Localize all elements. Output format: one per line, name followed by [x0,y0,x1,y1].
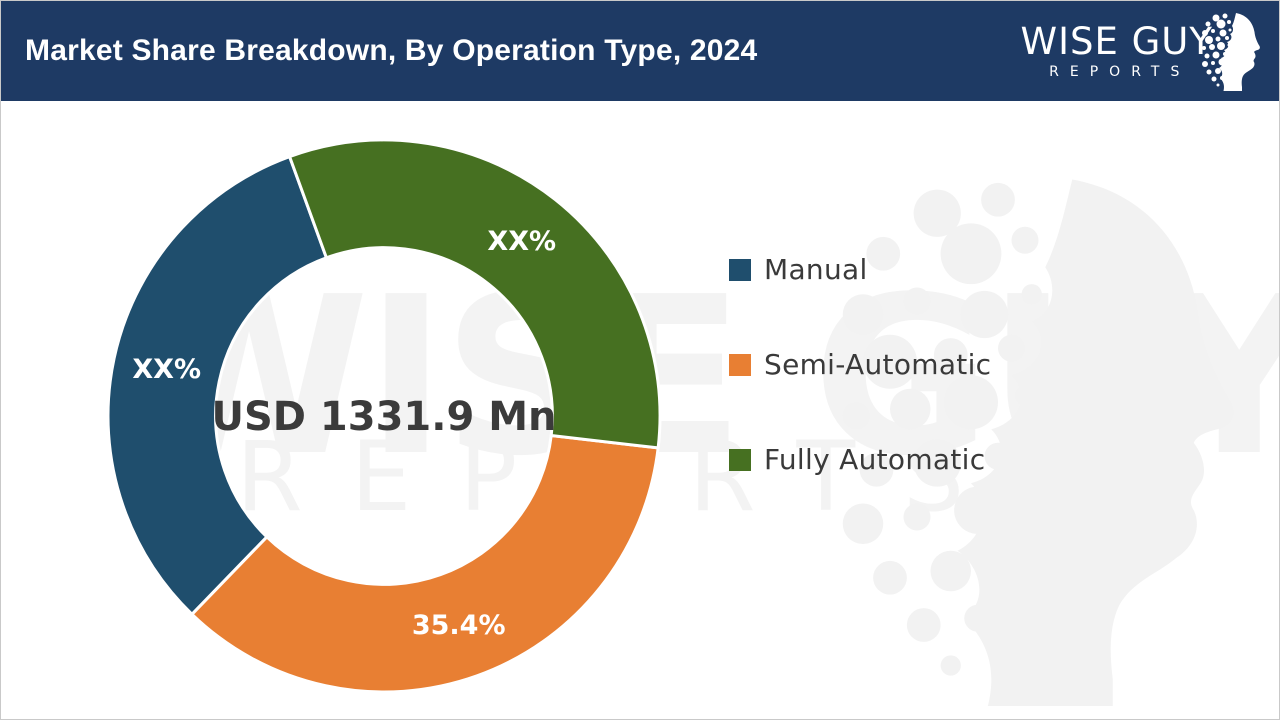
legend-swatch-fully-automatic [729,448,751,471]
segment-label-fully-automatic: XX% [487,226,556,257]
legend-item-manual: Manual [729,253,991,286]
segment-label-manual: XX% [132,354,201,385]
logo-head-icon [1202,13,1260,91]
legend-item-fully-automatic: Fully Automatic [729,443,991,476]
donut-segment-semi-automatic [190,433,660,694]
donut-center-label: USD 1331.9 Mn [211,394,557,440]
donut-segment-fully-automatic [288,138,662,450]
legend-swatch-semi-automatic [729,353,751,376]
wiseguy-logo: WISE GUY REPORTS [1021,11,1261,91]
donut-chart: XX% 35.4% XX% [106,138,662,694]
legend-item-semi-automatic: Semi-Automatic [729,348,991,381]
legend-swatch-manual [729,258,751,281]
legend: Manual Semi-Automatic Fully Automatic [729,253,991,476]
logo-text: WISE GUY REPORTS [1021,23,1213,79]
legend-label-manual: Manual [764,253,868,286]
header: Market Share Breakdown, By Operation Typ… [1,1,1279,101]
legend-label-fully-automatic: Fully Automatic [764,443,986,476]
page-title: Market Share Breakdown, By Operation Typ… [25,34,758,67]
donut-segment-manual [106,155,328,616]
legend-label-semi-automatic: Semi-Automatic [764,348,992,381]
logo-wordmark: WISE GUY [1020,20,1213,63]
chart-area: WISE GUY REPORTS XX%35.4%XX% USD 1331.9 … [1,101,1279,719]
logo-subtitle: REPORTS [1049,64,1191,80]
segment-label-semi-automatic: 35.4% [412,610,506,641]
